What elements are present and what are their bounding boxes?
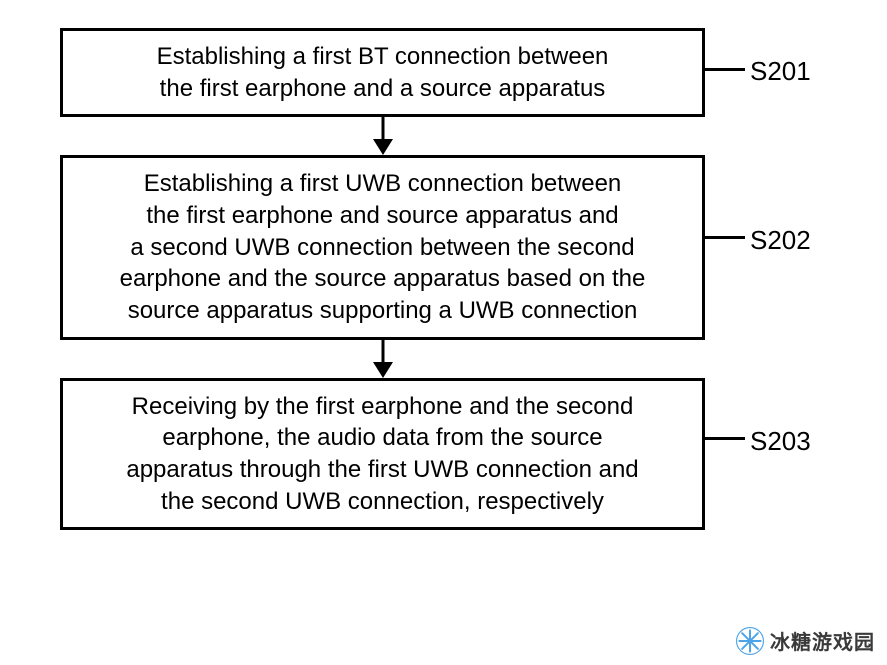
step-text-line: the second UWB connection, respectively bbox=[161, 488, 604, 515]
step-label-s202: S202 bbox=[750, 225, 811, 256]
label-connector-s201 bbox=[705, 68, 745, 71]
watermark-text: 冰糖游戏园 bbox=[770, 626, 875, 655]
label-connector-s202 bbox=[705, 236, 745, 239]
snowflake-icon bbox=[736, 627, 764, 655]
label-connector-s203 bbox=[705, 437, 745, 440]
step-text-line: earphone, the audio data from the source bbox=[162, 424, 602, 451]
step-text-line: the first earphone and a source apparatu… bbox=[160, 75, 606, 102]
arrow-head-icon bbox=[373, 139, 393, 155]
flowchart-container: Establishing a first BT connection betwe… bbox=[60, 28, 705, 530]
arrow-s202-s203 bbox=[60, 340, 705, 378]
step-text-line: earphone and the source apparatus based … bbox=[120, 265, 646, 292]
step-label-s201: S201 bbox=[750, 56, 811, 87]
watermark: 冰糖游戏园 bbox=[736, 626, 875, 655]
step-text-line: a second UWB connection between the seco… bbox=[130, 234, 634, 261]
step-box-s201: Establishing a first BT connection betwe… bbox=[60, 28, 705, 117]
step-text-line: Establishing a first BT connection betwe… bbox=[157, 43, 609, 70]
arrow-head-icon bbox=[373, 362, 393, 378]
step-label-s203: S203 bbox=[750, 426, 811, 457]
step-text-line: apparatus through the first UWB connecti… bbox=[126, 456, 638, 483]
step-box-s203: Receiving by the first earphone and the … bbox=[60, 378, 705, 531]
step-text-line: source apparatus supporting a UWB connec… bbox=[128, 297, 638, 324]
step-text-line: the first earphone and source apparatus … bbox=[146, 202, 618, 229]
step-text-line: Establishing a first UWB connection betw… bbox=[144, 170, 622, 197]
arrow-s201-s202 bbox=[60, 117, 705, 155]
step-text-line: Receiving by the first earphone and the … bbox=[132, 393, 634, 420]
step-box-s202: Establishing a first UWB connection betw… bbox=[60, 155, 705, 339]
